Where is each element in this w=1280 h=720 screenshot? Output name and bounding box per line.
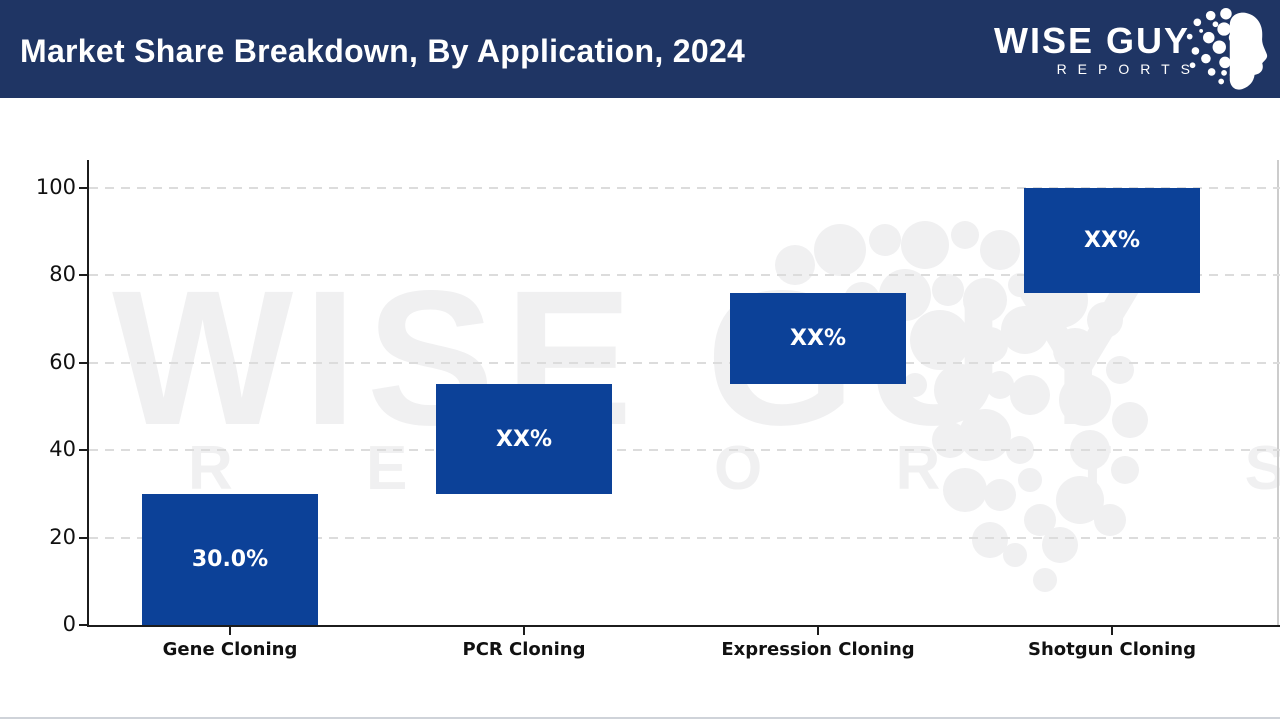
watermark-dot: [1087, 302, 1123, 338]
bar-value-label: 30.0%: [191, 546, 269, 572]
bar-shotgun-cloning: XX%: [1024, 187, 1200, 293]
watermark-dot: [943, 468, 987, 512]
watermark-dot: [984, 479, 1016, 511]
watermark-dot: [980, 230, 1020, 270]
bottom-edge-line: [0, 717, 1280, 719]
y-tick-mark: [79, 186, 88, 189]
logo-line2: REPORTS: [1056, 61, 1201, 77]
watermark-dot: [1042, 527, 1078, 563]
logo-line1: WISE GUY: [993, 20, 1190, 61]
watermark-dot: [1112, 402, 1148, 438]
y-tick-mark: [79, 624, 88, 626]
watermark-dot: [963, 278, 1007, 322]
watermark-dot: [972, 522, 1008, 558]
watermark-dot: [1010, 375, 1050, 415]
wiseguy-logo: WISE GUY REPORTS: [994, 6, 1268, 92]
watermark-dot: [1033, 568, 1057, 592]
watermark-dot: [1059, 374, 1111, 426]
y-tick-label: 80: [49, 262, 76, 286]
y-axis-line: [87, 160, 89, 627]
gridline: [89, 449, 1280, 451]
y-tick-label: 100: [35, 174, 76, 199]
y-tick-mark: [79, 536, 88, 539]
bar-value-label: XX%: [496, 426, 552, 452]
x-category-label: Gene Cloning: [162, 639, 298, 660]
y-tick-label: 60: [49, 349, 76, 374]
watermark-dot: [1018, 468, 1042, 492]
x-category-label: Expression Cloning: [721, 639, 915, 660]
x-axis-line: [87, 625, 1280, 627]
y-tick-mark: [79, 449, 88, 451]
x-tick-mark: [817, 627, 819, 635]
bar-expression-cloning: XX%: [730, 292, 906, 385]
gridline: [89, 186, 1280, 189]
right-plot-border: [1277, 160, 1279, 625]
header-band: Market Share Breakdown, By Application, …: [0, 0, 1280, 98]
y-tick-mark: [79, 361, 88, 364]
watermark-dot: [775, 245, 815, 285]
watermark-dot: [1106, 356, 1134, 384]
logo-face-icon: [1186, 8, 1268, 90]
bar-gene-cloning: 30.0%: [142, 493, 318, 625]
gridline: [89, 536, 1280, 539]
bar-pcr-cloning: XX%: [436, 384, 612, 494]
watermark-dot: [1094, 504, 1126, 536]
watermark-dot: [1003, 543, 1027, 567]
watermark-dot: [959, 409, 1011, 461]
watermark-dot: [932, 274, 964, 306]
y-tick-label: 20: [49, 524, 76, 549]
watermark-dot: [951, 221, 979, 249]
x-category-label: PCR Cloning: [462, 639, 586, 660]
watermark-dot: [814, 224, 866, 276]
logo-wordmark: WISE GUY REPORTS: [994, 22, 1190, 78]
watermark-dot: [910, 310, 970, 370]
page-title: Market Share Breakdown, By Application, …: [20, 33, 746, 69]
x-tick-mark: [1111, 627, 1113, 635]
watermark-dot: [986, 371, 1014, 399]
watermark-dot: [1053, 328, 1097, 372]
y-tick-mark: [79, 274, 88, 276]
watermark-dot: [934, 364, 986, 416]
y-tick-label: 0: [62, 612, 76, 636]
gridline: [89, 274, 1280, 276]
watermark-dot: [903, 373, 927, 397]
x-tick-mark: [229, 627, 231, 635]
x-tick-mark: [523, 627, 525, 635]
watermark-dot: [1111, 456, 1139, 484]
gridline: [89, 361, 1280, 364]
bar-value-label: XX%: [1084, 227, 1140, 253]
y-tick-label: 40: [49, 437, 76, 461]
x-category-label: Shotgun Cloning: [1028, 639, 1196, 660]
bar-value-label: XX%: [790, 325, 846, 351]
watermark-dot: [869, 224, 901, 256]
watermark-dot: [901, 221, 949, 269]
